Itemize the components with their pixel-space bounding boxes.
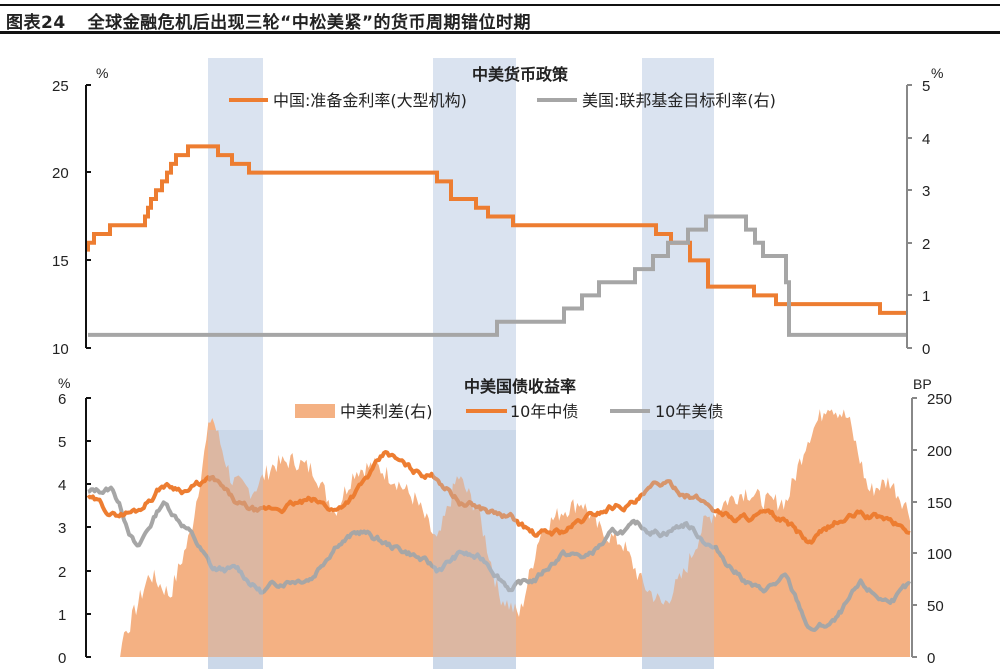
bottom-right-unit: BP <box>913 376 932 392</box>
bottom-right-tick: 100 <box>927 546 952 563</box>
bottom-legend: 中美利差(右) 10年中债 10年美债 <box>295 402 723 421</box>
top-right-unit: % <box>931 65 943 81</box>
top-left-axis: % 25 20 15 10 <box>52 65 108 358</box>
easing-divergence-band-overlay <box>208 430 263 669</box>
bottom-right-tick: 150 <box>927 495 952 512</box>
bottom-right-tick: 250 <box>927 391 952 408</box>
easing-divergence-band-overlay <box>642 430 714 669</box>
top-left-tick: 20 <box>52 165 69 182</box>
bottom-left-tick: 0 <box>58 650 66 667</box>
top-left-unit: % <box>96 65 108 81</box>
top-left-tick: 25 <box>52 78 69 95</box>
bottom-right-tick: 200 <box>927 443 952 460</box>
legend-label-us-fed-rate: 美国:联邦基金目标利率(右) <box>582 91 776 110</box>
top-right-tick: 1 <box>922 288 930 305</box>
bottom-left-tick: 2 <box>58 564 66 581</box>
chart-canvas: % 25 20 15 10 % 5 4 3 2 1 0 中美货币政策 中国: <box>0 0 1000 669</box>
top-right-tick: 2 <box>922 236 930 253</box>
bottom-right-tick: 0 <box>927 650 935 667</box>
bottom-left-tick: 3 <box>58 520 66 537</box>
legend-label-cn-10y: 10年中债 <box>510 402 578 421</box>
top-left-tick: 10 <box>52 341 69 358</box>
legend-label-spread: 中美利差(右) <box>340 402 433 421</box>
top-left-tick: 15 <box>52 253 69 270</box>
bottom-left-tick: 5 <box>58 434 66 451</box>
legend-label-us-10y: 10年美债 <box>655 402 723 421</box>
top-right-axis: % 5 4 3 2 1 0 <box>907 65 943 358</box>
top-chart-title: 中美货币政策 <box>472 65 569 84</box>
top-right-tick: 4 <box>922 131 930 148</box>
top-right-tick: 5 <box>922 78 930 95</box>
legend-swatch-spread <box>295 404 335 418</box>
bottom-left-tick: 1 <box>58 607 66 624</box>
bottom-left-unit: % <box>58 375 70 391</box>
bottom-left-tick: 6 <box>58 391 66 408</box>
bottom-right-axis: BP 250 200 150 100 50 0 <box>912 376 952 667</box>
top-right-tick: 0 <box>922 341 930 358</box>
bottom-right-tick: 50 <box>927 598 944 615</box>
bottom-left-tick: 4 <box>58 477 66 494</box>
top-right-tick: 3 <box>922 183 930 200</box>
legend-label-china-rrr: 中国:准备金利率(大型机构) <box>273 91 467 110</box>
bottom-left-axis: % 6 5 4 3 2 1 0 <box>58 375 91 667</box>
bottom-chart-title: 中美国债收益率 <box>464 377 576 396</box>
easing-divergence-band-overlay <box>433 430 516 669</box>
